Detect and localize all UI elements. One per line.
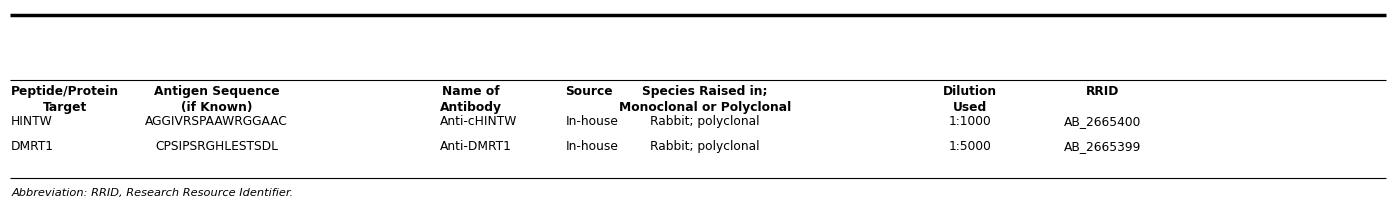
Text: RRID: RRID bbox=[1086, 85, 1120, 98]
Text: Dilution
Used: Dilution Used bbox=[944, 85, 997, 114]
Text: Abbreviation: RRID, Research Resource Identifier.: Abbreviation: RRID, Research Resource Id… bbox=[11, 188, 293, 198]
Text: DMRT1: DMRT1 bbox=[11, 140, 54, 153]
Text: AGGIVRSPAAWRGGAAC: AGGIVRSPAAWRGGAAC bbox=[145, 115, 288, 128]
Text: Peptide/Protein
Target: Peptide/Protein Target bbox=[11, 85, 119, 114]
Text: AB_2665399: AB_2665399 bbox=[1064, 140, 1142, 153]
Text: AB_2665400: AB_2665400 bbox=[1064, 115, 1142, 128]
Text: Rabbit; polyclonal: Rabbit; polyclonal bbox=[651, 115, 759, 128]
Text: In-house: In-house bbox=[565, 140, 618, 153]
Text: In-house: In-house bbox=[565, 115, 618, 128]
Text: Anti-cHINTW: Anti-cHINTW bbox=[440, 115, 517, 128]
Text: 1:1000: 1:1000 bbox=[949, 115, 991, 128]
Text: Source: Source bbox=[565, 85, 613, 98]
Text: CPSIPSRGHLESTSDL: CPSIPSRGHLESTSDL bbox=[155, 140, 278, 153]
Text: 1:5000: 1:5000 bbox=[949, 140, 991, 153]
Text: Antigen Sequence
(if Known): Antigen Sequence (if Known) bbox=[154, 85, 279, 114]
Text: Species Raised in;
Monoclonal or Polyclonal: Species Raised in; Monoclonal or Polyclo… bbox=[618, 85, 792, 114]
Text: Anti-DMRT1: Anti-DMRT1 bbox=[440, 140, 511, 153]
Text: Name of
Antibody: Name of Antibody bbox=[440, 85, 501, 114]
Text: Rabbit; polyclonal: Rabbit; polyclonal bbox=[651, 140, 759, 153]
Text: HINTW: HINTW bbox=[11, 115, 53, 128]
